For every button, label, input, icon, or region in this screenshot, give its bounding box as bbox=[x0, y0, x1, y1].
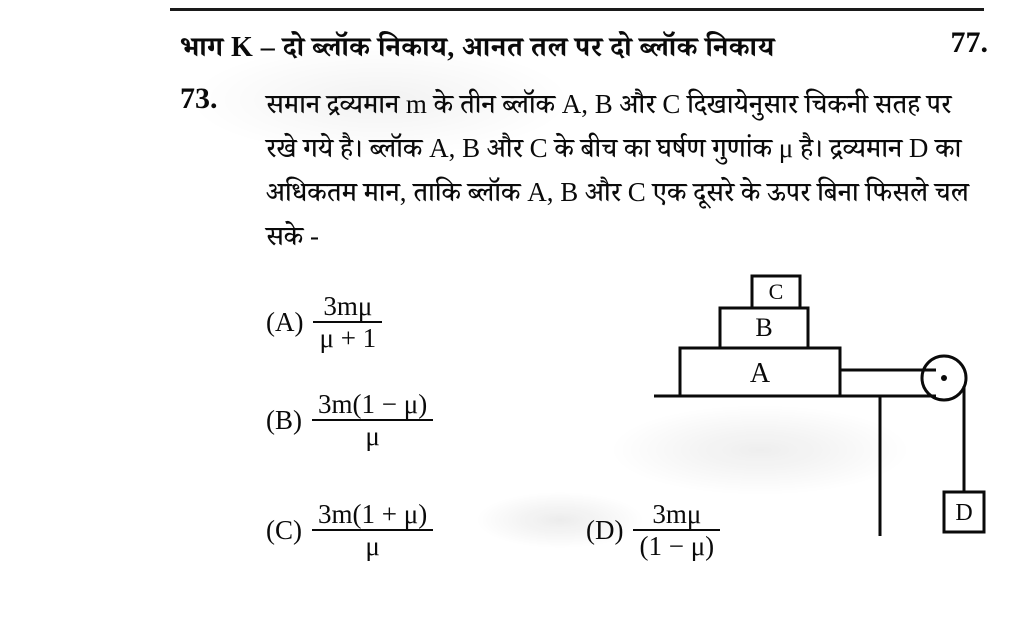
block-b-label: B bbox=[755, 313, 772, 342]
option-b-fraction: 3m(1 − μ) μ bbox=[312, 390, 433, 451]
block-c-label: C bbox=[769, 279, 784, 304]
option-c: (C) 3m(1 + μ) μ bbox=[266, 500, 433, 561]
question-text: समान द्रव्यमान m के तीन ब्लॉक A, B और C … bbox=[266, 82, 984, 258]
question-number: 73. bbox=[180, 82, 218, 116]
section-heading-text: भाग K – दो ब्लॉक निकाय, आनत तल पर दो ब्ल… bbox=[180, 32, 775, 63]
block-a-label: A bbox=[750, 358, 771, 389]
option-c-label: (C) bbox=[266, 515, 302, 546]
option-b-num: 3m(1 − μ) bbox=[312, 390, 433, 421]
page: 77. भाग K – दो ब्लॉक निकाय, आनत तल पर दो… bbox=[0, 0, 1024, 621]
option-d-label: (D) bbox=[586, 515, 623, 546]
option-c-den: μ bbox=[312, 531, 433, 560]
option-a-fraction: 3mμ μ + 1 bbox=[313, 292, 382, 353]
option-c-num: 3m(1 + μ) bbox=[312, 500, 433, 531]
option-c-fraction: 3m(1 + μ) μ bbox=[312, 500, 433, 561]
option-a-label: (A) bbox=[266, 307, 303, 338]
physics-diagram: A B C D bbox=[644, 236, 1004, 556]
page-number-right: 77. bbox=[951, 26, 989, 60]
option-b: (B) 3m(1 − μ) μ bbox=[266, 390, 433, 451]
option-a: (A) 3mμ μ + 1 bbox=[266, 292, 382, 353]
section-heading: भाग K – दो ब्लॉक निकाय, आनत तल पर दो ब्ल… bbox=[180, 30, 984, 74]
option-b-label: (B) bbox=[266, 405, 302, 436]
block-d-label: D bbox=[955, 500, 972, 526]
option-a-den: μ + 1 bbox=[313, 323, 382, 352]
option-b-den: μ bbox=[312, 421, 433, 450]
top-rule bbox=[170, 8, 984, 11]
pulley-axle bbox=[941, 375, 947, 381]
option-a-num: 3mμ bbox=[313, 292, 382, 323]
